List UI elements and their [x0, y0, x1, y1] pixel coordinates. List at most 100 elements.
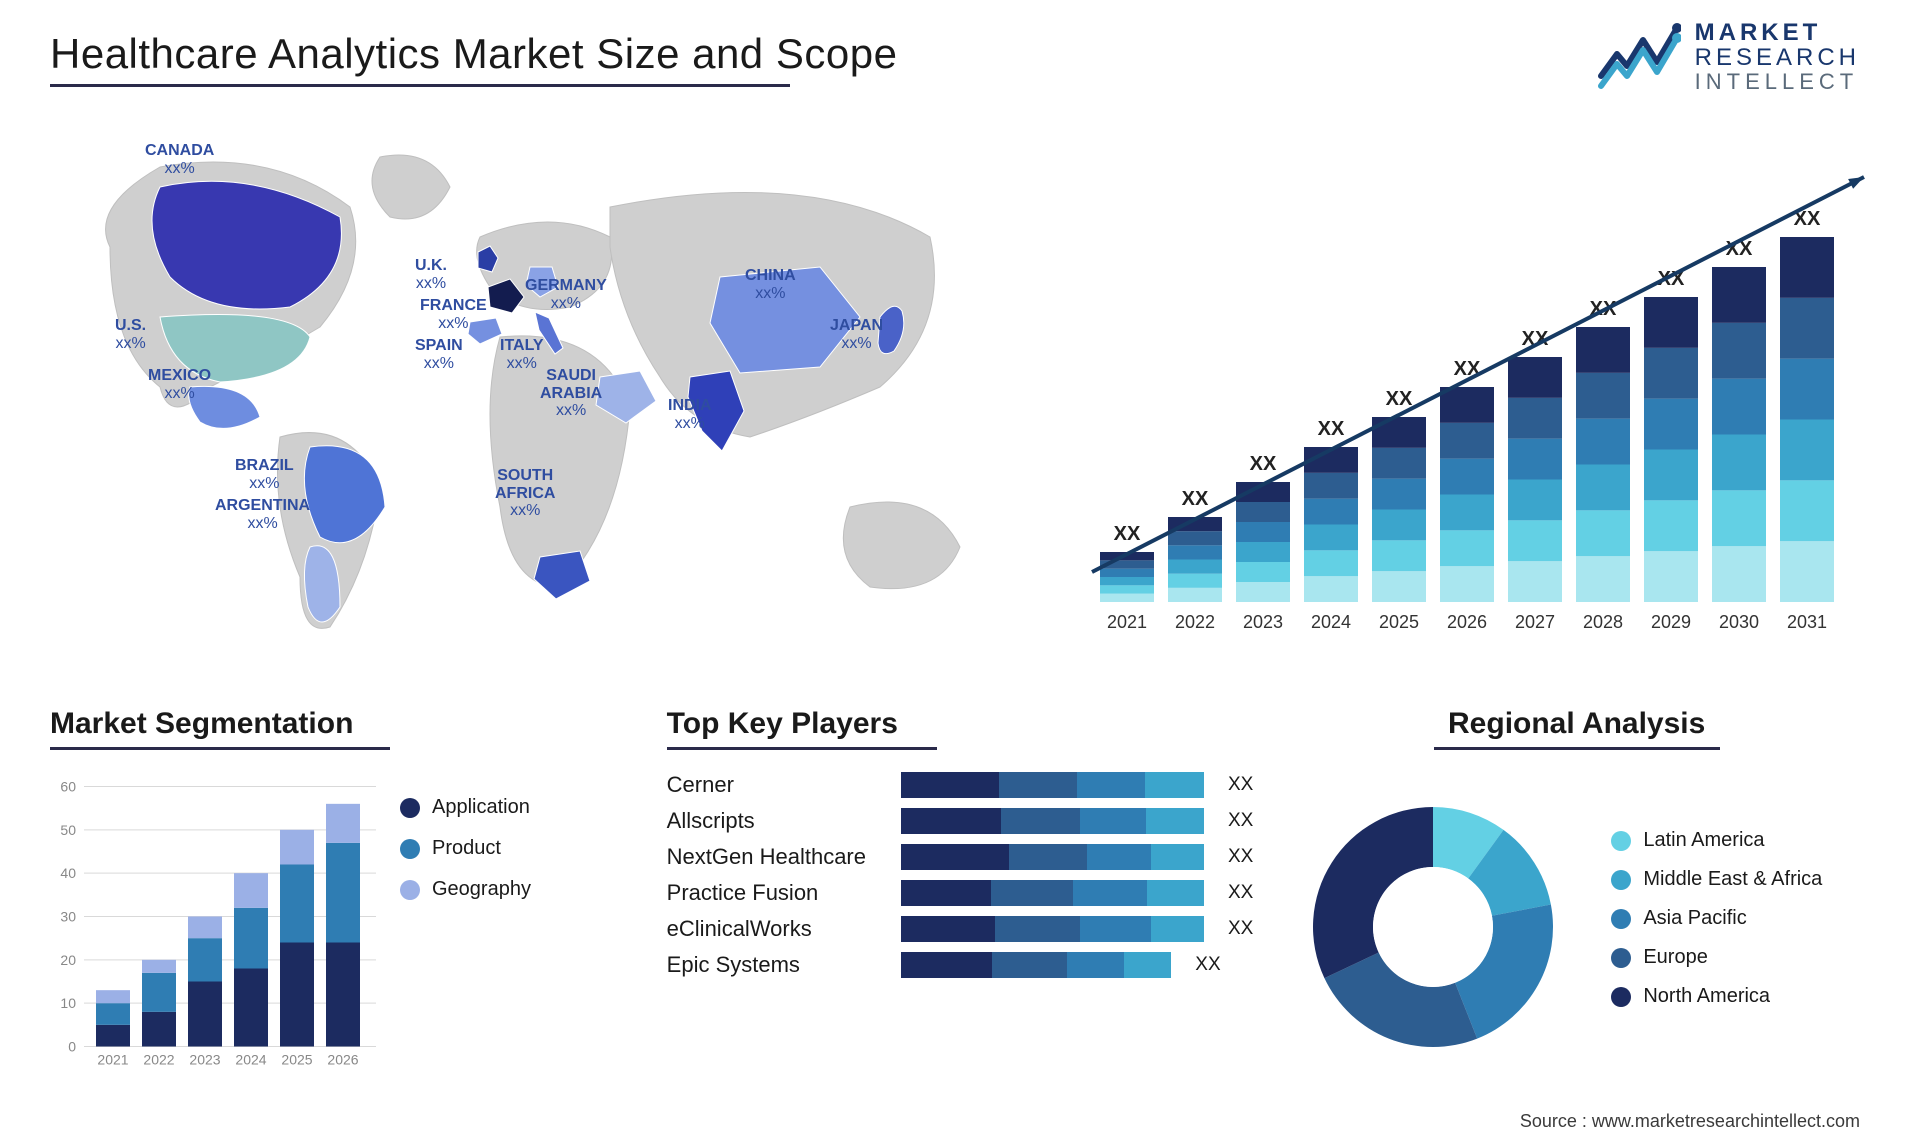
segmentation-legend-item: Product: [400, 837, 531, 860]
regional-legend-item: Latin America: [1611, 829, 1822, 852]
svg-text:2022: 2022: [1175, 612, 1215, 632]
world-map-panel: CANADAxx%U.S.xx%MEXICOxx%BRAZILxx%ARGENT…: [50, 127, 1010, 667]
tkp-bar: [901, 880, 1204, 906]
map-label-uk: U.K.xx%: [415, 257, 447, 292]
map-label-spain: SPAINxx%: [415, 337, 463, 372]
legend-dot-icon: [1611, 831, 1631, 851]
regional-legend-item: Asia Pacific: [1611, 907, 1822, 930]
legend-dot-icon: [1611, 909, 1631, 929]
tkp-bar: [901, 772, 1204, 798]
svg-text:2023: 2023: [189, 1052, 220, 1068]
map-label-saudi: SAUDIARABIAxx%: [540, 367, 602, 420]
svg-text:2024: 2024: [235, 1052, 266, 1068]
svg-text:2022: 2022: [143, 1052, 174, 1068]
brand-logo: MARKET RESEARCH INTELLECT: [1597, 20, 1860, 93]
tkp-label: Allscripts: [667, 808, 887, 834]
tkp-segment: [901, 844, 1009, 870]
regional-title: Regional Analysis: [1283, 707, 1870, 741]
svg-text:XX: XX: [1182, 488, 1209, 510]
svg-text:2024: 2024: [1311, 612, 1351, 632]
tkp-row: eClinicalWorksXX: [667, 916, 1254, 942]
tkp-value: XX: [1228, 810, 1253, 832]
tkp-row: Epic Systems XX: [667, 952, 1254, 978]
svg-text:XX: XX: [1250, 453, 1277, 475]
regional-panel: Regional Analysis Latin AmericaMiddle Ea…: [1283, 707, 1870, 1087]
tkp-segment: [1080, 808, 1146, 834]
tkp-value: XX: [1195, 954, 1220, 976]
regional-underline: [1434, 747, 1720, 750]
tkp-bar: [901, 916, 1204, 942]
svg-text:50: 50: [60, 822, 76, 838]
svg-text:10: 10: [60, 995, 76, 1011]
tkp-underline: [667, 747, 937, 750]
tkp-segment: [901, 808, 1001, 834]
regional-donut-chart: [1283, 787, 1583, 1067]
svg-text:30: 30: [60, 909, 76, 925]
tkp-segment: [1145, 772, 1204, 798]
tkp-segment: [1087, 844, 1150, 870]
tkp-label: Cerner: [667, 772, 887, 798]
map-label-italy: ITALYxx%: [500, 337, 544, 372]
tkp-segment: [1077, 772, 1145, 798]
tkp-segment: [901, 772, 999, 798]
tkp-segment: [992, 952, 1068, 978]
tkp-segment: [991, 880, 1073, 906]
tkp-segment: [1001, 808, 1080, 834]
tkp-segment: [901, 916, 995, 942]
tkp-segment: [1151, 916, 1204, 942]
legend-label: Application: [432, 796, 530, 819]
legend-dot-icon: [1611, 987, 1631, 1007]
svg-text:XX: XX: [1114, 523, 1141, 545]
tkp-segment: [901, 880, 991, 906]
legend-label: Asia Pacific: [1643, 907, 1746, 930]
tkp-value: XX: [1228, 846, 1253, 868]
legend-dot-icon: [1611, 948, 1631, 968]
map-label-argentina: ARGENTINAxx%: [215, 497, 310, 532]
tkp-segment: [1151, 844, 1204, 870]
tkp-segment: [901, 952, 992, 978]
tkp-segment: [995, 916, 1080, 942]
tkp-segment: [1073, 880, 1147, 906]
svg-text:2026: 2026: [327, 1052, 358, 1068]
tkp-row: CernerXX: [667, 772, 1254, 798]
tkp-bars: CernerXXAllscriptsXXNextGen HealthcareXX…: [667, 766, 1254, 978]
map-label-germany: GERMANYxx%: [525, 277, 607, 312]
legend-label: North America: [1643, 985, 1770, 1008]
segmentation-title: Market Segmentation: [50, 707, 637, 741]
tkp-bar: [901, 952, 1172, 978]
segmentation-legend-item: Geography: [400, 878, 531, 901]
map-label-mexico: MEXICOxx%: [148, 367, 211, 402]
title-underline: [50, 84, 790, 87]
svg-text:2030: 2030: [1719, 612, 1759, 632]
svg-text:XX: XX: [1318, 418, 1345, 440]
svg-text:2029: 2029: [1651, 612, 1691, 632]
svg-text:40: 40: [60, 865, 76, 881]
logo-mark-icon: [1597, 22, 1681, 92]
tkp-segment: [999, 772, 1077, 798]
svg-text:2028: 2028: [1583, 612, 1623, 632]
tkp-value: XX: [1228, 882, 1253, 904]
legend-dot-icon: [400, 839, 420, 859]
top-key-players-panel: Top Key Players CernerXXAllscriptsXXNext…: [667, 707, 1254, 1087]
legend-dot-icon: [400, 880, 420, 900]
svg-text:2026: 2026: [1447, 612, 1487, 632]
tkp-label: Practice Fusion: [667, 880, 887, 906]
tkp-label: eClinicalWorks: [667, 916, 887, 942]
tkp-label: Epic Systems: [667, 952, 887, 978]
legend-label: Latin America: [1643, 829, 1764, 852]
tkp-segment: [1146, 808, 1204, 834]
logo-line-3: INTELLECT: [1695, 70, 1860, 93]
regional-legend-item: Europe: [1611, 946, 1822, 969]
map-label-us: U.S.xx%: [115, 317, 146, 352]
svg-text:2025: 2025: [1379, 612, 1419, 632]
logo-line-1: MARKET: [1695, 20, 1860, 45]
regional-legend-item: North America: [1611, 985, 1822, 1008]
segmentation-legend: Application Product Geography: [400, 766, 531, 1087]
tkp-label: NextGen Healthcare: [667, 844, 887, 870]
segmentation-panel: Market Segmentation 01020304050602021202…: [50, 707, 637, 1087]
tkp-title: Top Key Players: [667, 707, 1254, 741]
tkp-bar: [901, 844, 1204, 870]
svg-text:20: 20: [60, 952, 76, 968]
tkp-segment: [1147, 880, 1204, 906]
map-label-canada: CANADAxx%: [145, 142, 214, 177]
